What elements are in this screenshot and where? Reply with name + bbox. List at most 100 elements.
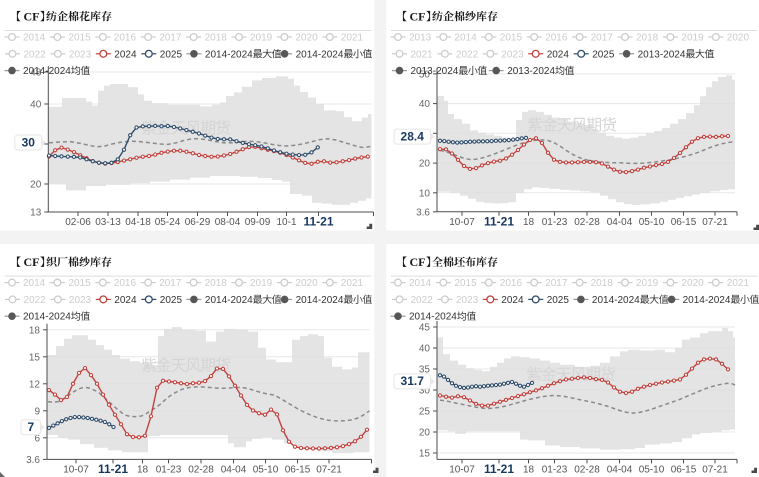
svg-text:40: 40	[419, 99, 431, 110]
svg-text:2013: 2013	[409, 33, 432, 44]
svg-text:04-04: 04-04	[607, 217, 633, 228]
svg-text:01-23: 01-23	[156, 464, 182, 475]
svg-text:07-21: 07-21	[702, 464, 728, 475]
svg-text:2016: 2016	[545, 33, 568, 44]
svg-text:05-24: 05-24	[155, 217, 181, 228]
svg-text:3.6: 3.6	[26, 455, 40, 466]
svg-text:40: 40	[30, 100, 42, 111]
svg-text:2020: 2020	[295, 33, 318, 44]
svg-text:2025: 2025	[160, 295, 183, 306]
svg-text:04-04: 04-04	[607, 464, 633, 475]
svg-text:10-1: 10-1	[276, 217, 296, 228]
svg-text:7: 7	[27, 420, 34, 434]
svg-text:2023: 2023	[501, 49, 524, 60]
svg-text:18: 18	[523, 464, 535, 475]
svg-text:2021: 2021	[341, 278, 364, 289]
svg-text:2023: 2023	[456, 295, 479, 306]
svg-text:2014-2024: 2014-2024	[23, 312, 71, 323]
svg-text:30: 30	[22, 135, 36, 149]
svg-text:2014-2024: 2014-2024	[296, 295, 344, 306]
svg-text:10: 10	[419, 188, 431, 199]
svg-text:CF: CF	[24, 255, 40, 269]
svg-text:15: 15	[29, 352, 41, 363]
svg-text:2017: 2017	[591, 33, 614, 44]
svg-text:04-18: 04-18	[125, 217, 151, 228]
svg-text:06-29: 06-29	[185, 217, 211, 228]
svg-text:35: 35	[419, 365, 431, 376]
svg-text:2015: 2015	[68, 278, 91, 289]
svg-text:2020: 2020	[727, 33, 750, 44]
svg-text:2019: 2019	[681, 33, 704, 44]
svg-text:2014-2024: 2014-2024	[409, 312, 457, 323]
svg-text:02-28: 02-28	[574, 464, 600, 475]
svg-text:2023: 2023	[69, 49, 92, 60]
svg-text:06-15: 06-15	[285, 464, 311, 475]
svg-text:18: 18	[523, 217, 535, 228]
svg-text:CF: CF	[410, 9, 426, 23]
svg-text:01-23: 01-23	[542, 464, 568, 475]
svg-text:07-21: 07-21	[702, 217, 728, 228]
svg-text:11-21: 11-21	[98, 462, 128, 476]
svg-text:2014-2024: 2014-2024	[23, 66, 71, 77]
svg-text:2021: 2021	[411, 49, 434, 60]
svg-text:20: 20	[419, 159, 431, 170]
svg-text:2018: 2018	[591, 278, 614, 289]
svg-text:04-04: 04-04	[221, 464, 247, 475]
svg-text:2025: 2025	[160, 49, 183, 60]
svg-text:12: 12	[29, 379, 41, 390]
svg-text:3.6: 3.6	[416, 207, 430, 218]
svg-text:2022: 2022	[411, 295, 434, 306]
svg-text:2019: 2019	[636, 278, 659, 289]
svg-text:10-07: 10-07	[63, 464, 89, 475]
svg-text:2013-2024: 2013-2024	[638, 49, 686, 60]
svg-text:2019: 2019	[250, 33, 273, 44]
svg-text:09-09: 09-09	[245, 217, 271, 228]
svg-text:2024: 2024	[547, 49, 570, 60]
svg-text:2014-2024: 2014-2024	[592, 295, 640, 306]
svg-text:03-13: 03-13	[95, 217, 121, 228]
svg-text:2016: 2016	[114, 278, 137, 289]
svg-text:10-07: 10-07	[449, 464, 475, 475]
svg-text:48: 48	[30, 68, 42, 79]
svg-text:2017: 2017	[545, 278, 568, 289]
svg-text:10-07: 10-07	[449, 217, 475, 228]
svg-text:2024: 2024	[114, 49, 137, 60]
svg-text:2024: 2024	[501, 295, 524, 306]
svg-text:2014-2024: 2014-2024	[205, 295, 253, 306]
svg-text:2018: 2018	[636, 33, 659, 44]
svg-text:07-21: 07-21	[316, 464, 342, 475]
svg-text:18: 18	[137, 464, 149, 475]
svg-text:50: 50	[419, 69, 431, 80]
svg-text:2018: 2018	[205, 33, 228, 44]
svg-text:01-23: 01-23	[542, 217, 568, 228]
svg-text:25: 25	[419, 407, 431, 418]
svg-text:06-15: 06-15	[671, 217, 697, 228]
svg-text:40: 40	[419, 344, 431, 355]
svg-text:28.4: 28.4	[401, 129, 425, 143]
svg-text:2017: 2017	[159, 278, 182, 289]
svg-text:11-21: 11-21	[484, 214, 514, 228]
svg-text:11-21: 11-21	[303, 215, 333, 229]
svg-text:2025: 2025	[547, 295, 570, 306]
svg-text:2014-2024: 2014-2024	[296, 49, 344, 60]
svg-text:05-10: 05-10	[639, 464, 665, 475]
svg-text:9: 9	[34, 406, 40, 417]
svg-text:2015: 2015	[454, 278, 477, 289]
svg-text:15: 15	[419, 449, 431, 460]
svg-text:2014: 2014	[454, 33, 477, 44]
svg-text:08-04: 08-04	[215, 217, 241, 228]
svg-text:2014-2024: 2014-2024	[683, 295, 731, 306]
svg-text:2022: 2022	[24, 295, 47, 306]
svg-text:2022: 2022	[456, 49, 479, 60]
svg-text:2014-2024: 2014-2024	[205, 49, 253, 60]
svg-text:20: 20	[30, 180, 42, 191]
svg-text:2013-2024: 2013-2024	[411, 66, 459, 77]
svg-text:13: 13	[30, 208, 42, 219]
svg-text:2015: 2015	[500, 33, 523, 44]
svg-text:05-10: 05-10	[639, 217, 665, 228]
svg-text:2024: 2024	[114, 295, 137, 306]
svg-text:2016: 2016	[500, 278, 523, 289]
svg-text:05-10: 05-10	[253, 464, 279, 475]
svg-text:11-21: 11-21	[484, 462, 514, 476]
svg-text:2023: 2023	[69, 295, 92, 306]
